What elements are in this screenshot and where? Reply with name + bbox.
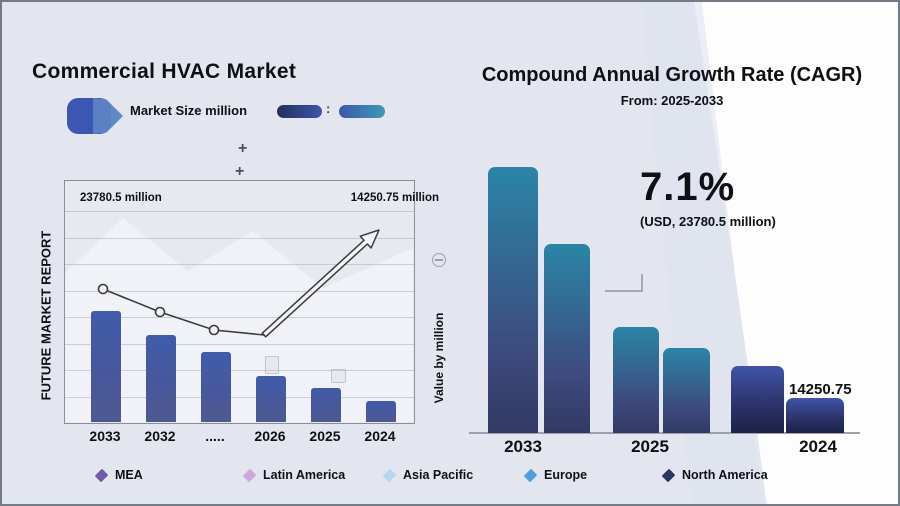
left-xlabel-2025: 2025 [309, 428, 341, 444]
legend-item-mea: MEA [94, 468, 143, 482]
ratio-pill-dark-icon [277, 105, 322, 118]
corner-step-line [605, 274, 643, 292]
gridline [65, 211, 414, 212]
left-bar-..... [201, 352, 231, 422]
ratio-separator: : [326, 101, 331, 116]
value-callout: 14250.75 [789, 381, 852, 398]
left-xlabel-2024: 2024 [364, 428, 396, 444]
legend-diamond-icon [382, 468, 397, 482]
cagr-subtitle: From: 2025-2033 [620, 93, 724, 108]
min-value-annotation: 14250.75 million [350, 192, 439, 204]
legend-item-europe: Europe [523, 468, 588, 482]
side-watermark: FUTURE MARKET REPORT [38, 230, 54, 401]
legend-diamond-icon [661, 468, 676, 482]
market-size-chart [64, 180, 415, 424]
cagr-title: Compound Annual Growth Rate (CAGR) [481, 64, 863, 86]
cagr-value: 7.1% [640, 165, 736, 209]
legend-diamond-icon [523, 468, 538, 482]
cylinder-cap [93, 98, 123, 134]
right-xlabel-2024: 2024 [799, 437, 837, 456]
legend-label: Latin America [263, 468, 346, 482]
legend-diamond-icon [94, 468, 109, 482]
left-bar-2025 [311, 388, 341, 422]
plus-mark-top: + [238, 140, 248, 157]
right-bar-2024-2 [786, 398, 844, 433]
left-xlabel-2033: 2033 [89, 428, 121, 444]
right-bar-2024-1 [731, 366, 784, 433]
series-label: Market Size million [130, 103, 248, 118]
legend-label: Europe [544, 468, 588, 482]
right-bar-2025-1 [613, 327, 659, 433]
legend-label: MEA [115, 468, 143, 482]
gridline [65, 238, 414, 239]
gridline [65, 264, 414, 265]
left-bar-2024 [366, 401, 396, 422]
gridline [65, 397, 414, 398]
right-xlabel-2025: 2025 [631, 437, 669, 456]
right-xlabel-2033: 2033 [504, 437, 542, 456]
legend-item-latin-america: Latin America [242, 468, 346, 482]
gridline [65, 370, 414, 371]
legend-label: North America [682, 468, 768, 482]
cagr-caption: (USD, 23780.5 million) [640, 214, 776, 229]
right-bar-2033-2 [544, 244, 590, 433]
value-axis-label: Value by million [432, 312, 446, 404]
minus-circle-icon [432, 253, 446, 267]
right-bar-2025-2 [663, 348, 710, 433]
document-watermark-icon [265, 356, 279, 374]
gridline [65, 344, 414, 345]
right-bar-2033-1 [488, 167, 538, 433]
legend-label: Asia Pacific [403, 468, 474, 482]
legend-item-asia-pacific: Asia Pacific [382, 468, 474, 482]
ratio-pill-teal-icon [339, 105, 385, 118]
plus-mark-bottom: + [235, 163, 245, 180]
left-xlabel-.....: ..... [205, 428, 225, 444]
left-bar-2032 [146, 335, 176, 422]
left-xlabel-2032: 2032 [144, 428, 176, 444]
market-size-cylinder-icon [67, 98, 123, 134]
max-value-annotation: 23780.5 million [80, 192, 162, 204]
left-bar-2026 [256, 376, 286, 422]
left-bar-2033 [91, 311, 121, 422]
legend-item-north-america: North America [661, 468, 768, 482]
left-xlabel-2026: 2026 [254, 428, 286, 444]
grid-watermark-icon [331, 369, 346, 383]
page-title: Commercial HVAC Market [32, 60, 297, 83]
legend-diamond-icon [242, 468, 257, 482]
gridline [65, 291, 414, 292]
